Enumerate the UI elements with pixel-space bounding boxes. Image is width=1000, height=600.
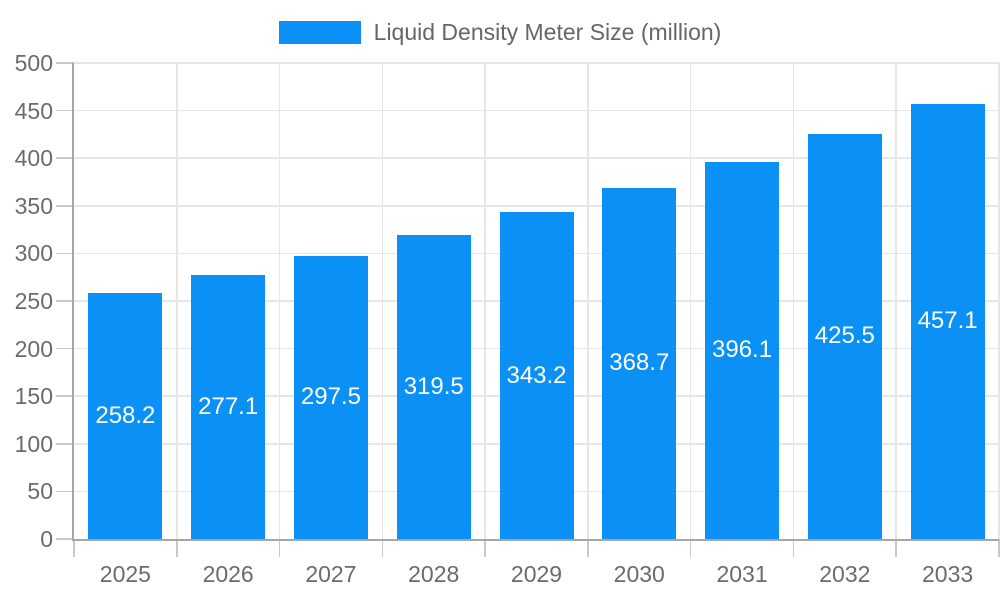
- x-axis-line: [72, 539, 999, 541]
- y-tick-label: 150: [14, 383, 53, 410]
- gridline-vertical: [998, 63, 1000, 539]
- y-tick-label: 100: [14, 430, 53, 457]
- gridline-horizontal: [74, 205, 999, 207]
- x-axis-tick: [689, 539, 692, 557]
- y-tick-label: 0: [40, 526, 53, 552]
- legend-swatch: [278, 20, 361, 44]
- bar-2025[interactable]: [88, 293, 163, 539]
- y-axis-tick: [56, 347, 74, 350]
- y-tick-label: 450: [14, 97, 53, 124]
- y-tick-label: 50: [27, 478, 53, 505]
- y-axis-tick: [56, 157, 74, 159]
- y-axis-tick: [56, 205, 74, 207]
- x-axis-labels: 2025 2026 2027 2028 2029 2030 2031 2032 2033: [74, 561, 999, 591]
- x-axis-tick: [792, 539, 795, 557]
- x-axis-tick: [484, 539, 486, 557]
- bar-value-label: 319.5: [403, 372, 464, 400]
- gridline-vertical: [176, 63, 178, 539]
- bar-value-label: 457.1: [917, 307, 978, 335]
- bar-2028[interactable]: [396, 234, 471, 539]
- bar-2029[interactable]: [499, 212, 574, 539]
- y-tick-label: 300: [14, 240, 53, 267]
- y-axis-tick: [56, 109, 74, 112]
- legend-label: Liquid Density Meter Size (million): [373, 19, 722, 45]
- y-tick-label: 500: [14, 50, 53, 76]
- y-tick-label: 250: [14, 288, 53, 314]
- bar-value-label: 277.1: [198, 393, 259, 421]
- bar-2031[interactable]: [705, 161, 780, 539]
- x-tick-label: 2029: [510, 561, 563, 587]
- plot-area: 258.2 277.1 297.5 319.5 343.2 368.7 396.1 425.5…: [56, 62, 1000, 557]
- x-tick-label: 2033: [922, 561, 974, 587]
- x-tick-label: 2028: [408, 561, 460, 587]
- y-axis-tick: [56, 490, 74, 493]
- y-axis-tick: [56, 538, 74, 540]
- x-tick-label: 2030: [613, 561, 665, 587]
- x-axis-tick: [73, 539, 75, 557]
- bar-2032[interactable]: [807, 133, 882, 539]
- x-axis-tick: [278, 539, 281, 557]
- x-axis-tick: [895, 539, 897, 557]
- x-tick-label: 2026: [202, 561, 254, 587]
- bar-2026[interactable]: [191, 275, 266, 539]
- bar-value-label: 396.1: [712, 336, 773, 364]
- y-tick-label: 350: [14, 192, 53, 219]
- y-axis-tick: [56, 443, 74, 445]
- gridline-vertical: [484, 63, 486, 539]
- y-axis-labels: 0 50 100 150 200 250 300 350 400 450 500: [0, 50, 53, 552]
- y-axis-line: [72, 63, 74, 541]
- gridline-horizontal: [74, 62, 999, 64]
- x-tick-label: 2031: [716, 561, 768, 587]
- bar-2030[interactable]: [602, 187, 677, 539]
- x-axis-tick: [381, 539, 384, 557]
- bar-value-label: 368.7: [609, 349, 670, 377]
- x-tick-label: 2027: [305, 561, 357, 587]
- y-axis-tick: [56, 395, 74, 397]
- bar-2027[interactable]: [293, 255, 368, 539]
- gridline-vertical: [278, 63, 281, 539]
- gridline-horizontal: [74, 157, 999, 159]
- y-axis-tick: [56, 252, 74, 255]
- y-axis-tick: [56, 300, 74, 302]
- y-tick-label: 400: [14, 145, 53, 172]
- bar-value-label: 425.5: [814, 322, 875, 350]
- x-tick-label: 2025: [99, 561, 151, 587]
- gridline-vertical: [587, 63, 589, 539]
- x-axis-tick: [998, 539, 1000, 557]
- x-tick-label: 2032: [819, 561, 871, 587]
- bar-value-label: 297.5: [300, 383, 361, 411]
- y-tick-label: 200: [14, 335, 53, 362]
- legend-item[interactable]: Liquid Density Meter Size (million): [0, 18, 1000, 46]
- gridline-vertical: [792, 63, 795, 539]
- bar-value-label: 343.2: [506, 361, 567, 389]
- gridline-vertical: [689, 63, 692, 539]
- gridline-vertical: [895, 63, 897, 539]
- gridline-horizontal: [74, 109, 999, 112]
- bar-2033[interactable]: [910, 103, 985, 539]
- bar-value-label: 258.2: [95, 402, 156, 430]
- x-axis-tick: [176, 539, 178, 557]
- x-axis-tick: [587, 539, 589, 557]
- y-axis-tick: [56, 62, 74, 64]
- gridline-vertical: [381, 63, 384, 539]
